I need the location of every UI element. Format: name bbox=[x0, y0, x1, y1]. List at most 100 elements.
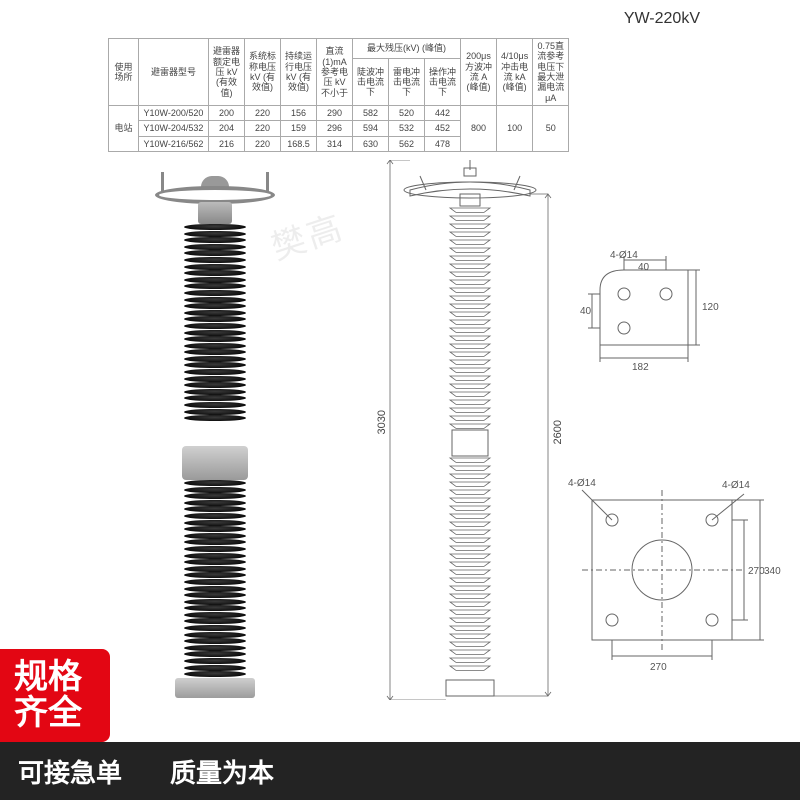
shed-outline bbox=[450, 400, 490, 404]
photo-strut bbox=[266, 172, 269, 192]
shed-outline bbox=[450, 240, 490, 244]
cell: 204 bbox=[209, 121, 245, 136]
table-row: 电站 Y10W-200/520 200 220 156 290 582 520 … bbox=[109, 106, 569, 121]
promo-bar-bottom: 可接急单 质量为本 bbox=[0, 742, 800, 800]
cell: 582 bbox=[353, 106, 389, 121]
insulator-disc bbox=[184, 632, 246, 638]
insulator-disc bbox=[184, 546, 246, 552]
cell: 220 bbox=[245, 136, 281, 151]
shed-outline bbox=[450, 296, 490, 300]
photo-base bbox=[175, 678, 255, 698]
insulator-disc bbox=[184, 310, 246, 316]
shed-outline bbox=[450, 384, 490, 388]
insulator-disc bbox=[184, 500, 246, 506]
outline-drawing: 3030 2600 bbox=[380, 160, 560, 700]
th-use: 使用场所 bbox=[109, 39, 139, 106]
insulator-disc bbox=[184, 250, 246, 256]
cell: 630 bbox=[353, 136, 389, 151]
cell: 314 bbox=[317, 136, 353, 151]
shed-outline bbox=[450, 208, 490, 212]
shed-outline bbox=[450, 328, 490, 332]
insulator-disc bbox=[184, 579, 246, 585]
insulator-disc bbox=[184, 316, 246, 322]
shed-outline bbox=[450, 506, 490, 510]
photo-upper-stack bbox=[184, 224, 246, 422]
insulator-disc bbox=[184, 389, 246, 395]
shed-outline bbox=[450, 666, 490, 670]
flange-bot-dim-w: 270 bbox=[650, 662, 667, 673]
insulator-disc bbox=[184, 592, 246, 598]
cell: 电站 bbox=[109, 106, 139, 152]
insulator-disc bbox=[184, 395, 246, 401]
insulator-disc bbox=[184, 520, 246, 526]
insulator-disc bbox=[184, 618, 246, 624]
insulator-disc bbox=[184, 415, 246, 421]
dim-inner-height: 2600 bbox=[552, 420, 564, 444]
flange-bot-dim-outer-h: 340 bbox=[764, 566, 781, 577]
insulator-disc bbox=[184, 402, 246, 408]
shed-outline bbox=[450, 610, 490, 614]
th-sys: 系统标称电压 kV (有效值) bbox=[245, 39, 281, 106]
shed-outline bbox=[450, 498, 490, 502]
flange-bottom-detail: 4-Ø14 4-Ø14 270 340 270 bbox=[572, 470, 772, 680]
flange-bot-dim-inner-h: 270 bbox=[748, 566, 765, 577]
shed-outline bbox=[450, 224, 490, 228]
cell: 532 bbox=[389, 121, 425, 136]
shed-outline bbox=[450, 264, 490, 268]
shed-outline bbox=[450, 360, 490, 364]
cell: 216 bbox=[209, 136, 245, 151]
product-title: YW-220kV bbox=[624, 10, 700, 28]
shed-outline bbox=[450, 490, 490, 494]
shed-outline bbox=[450, 416, 490, 420]
shed-outline bbox=[450, 232, 490, 236]
shed-outline bbox=[450, 408, 490, 412]
th-410us: 4/10μs 冲击电流 kA (峰值) bbox=[497, 39, 533, 106]
shed-outline bbox=[450, 216, 490, 220]
promo-tag-2: 质量为本 bbox=[170, 753, 274, 790]
shed-outline bbox=[450, 546, 490, 550]
insulator-disc bbox=[184, 671, 246, 677]
shed-outline bbox=[450, 658, 490, 662]
flange-top-dim-w: 182 bbox=[632, 362, 649, 373]
insulator-disc bbox=[184, 493, 246, 499]
insulator-disc bbox=[184, 231, 246, 237]
shed-outline bbox=[450, 578, 490, 582]
insulator-disc bbox=[184, 533, 246, 539]
shed-outline bbox=[450, 570, 490, 574]
cell: 156 bbox=[281, 106, 317, 121]
cell: 159 bbox=[281, 121, 317, 136]
cell: 50 bbox=[533, 106, 569, 152]
insulator-disc bbox=[184, 283, 246, 289]
insulator-disc bbox=[184, 224, 246, 230]
drawing-svg bbox=[380, 160, 560, 700]
shed-outline bbox=[450, 280, 490, 284]
th-cont: 持续运行电压 kV (有效值) bbox=[281, 39, 317, 106]
th-model: 避雷器型号 bbox=[139, 39, 209, 106]
shed-outline bbox=[450, 424, 490, 428]
insulator-disc bbox=[184, 270, 246, 276]
cell: 594 bbox=[353, 121, 389, 136]
shed-outline bbox=[450, 288, 490, 292]
insulator-disc bbox=[184, 409, 246, 415]
cell: 220 bbox=[245, 121, 281, 136]
photo-top-cap bbox=[155, 168, 275, 204]
shed-outline bbox=[450, 594, 490, 598]
flange-top-dim-b: 40 bbox=[580, 306, 592, 317]
cell: 520 bbox=[389, 106, 425, 121]
shed-outline bbox=[450, 618, 490, 622]
insulator-disc bbox=[184, 487, 246, 493]
shed-outline bbox=[450, 352, 490, 356]
cell: 452 bbox=[425, 121, 461, 136]
insulator-disc bbox=[184, 506, 246, 512]
cell: 478 bbox=[425, 136, 461, 151]
insulator-disc bbox=[184, 369, 246, 375]
insulator-disc bbox=[184, 277, 246, 283]
th-lightning: 雷电冲击电流下 bbox=[389, 59, 425, 106]
insulator-disc bbox=[184, 658, 246, 664]
cell: 562 bbox=[389, 136, 425, 151]
shed-outline bbox=[450, 344, 490, 348]
shed-outline bbox=[450, 256, 490, 260]
promo-tag-1: 可接急单 bbox=[18, 753, 122, 790]
th-dcref: 直流 (1)mA 参考电压 kV 不小于 bbox=[317, 39, 353, 106]
shed-outline bbox=[450, 458, 490, 462]
